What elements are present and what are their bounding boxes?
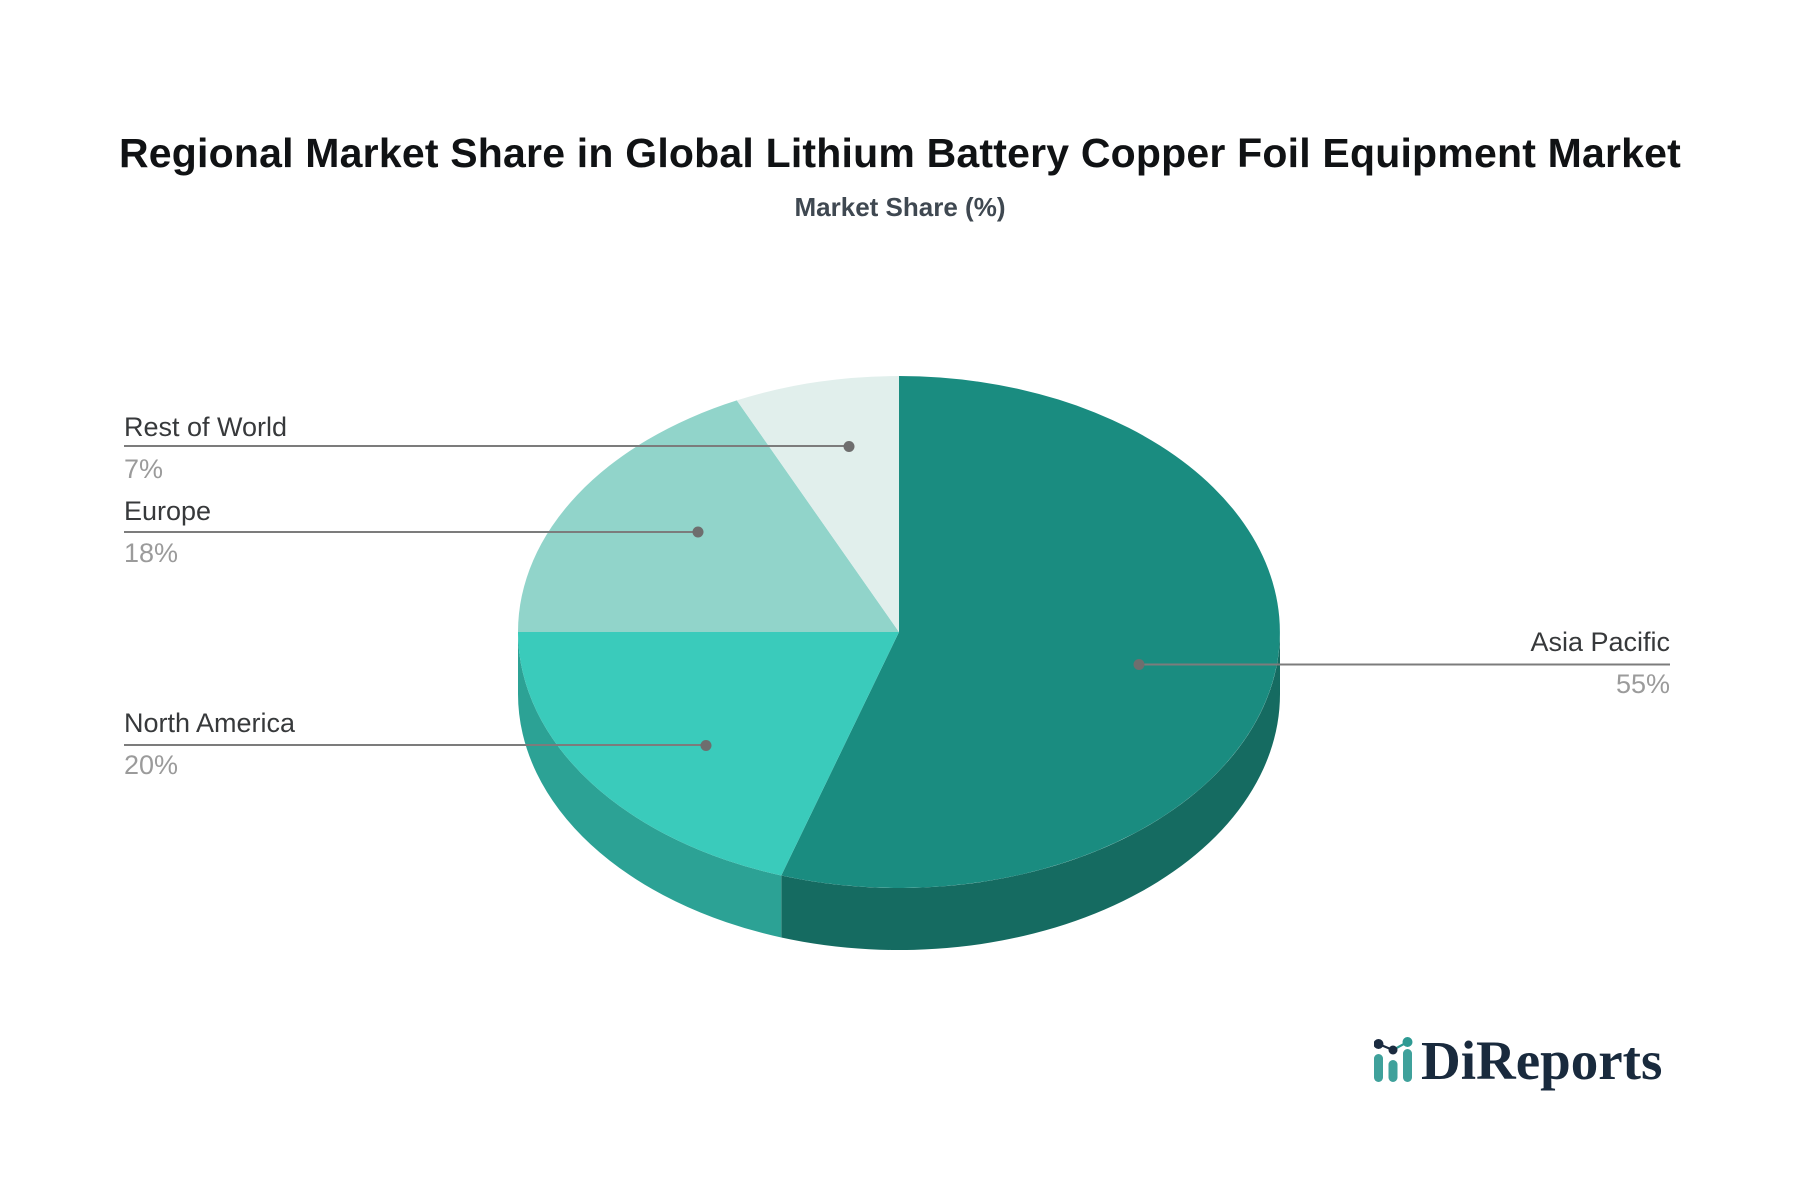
- pie-side-north-america: [518, 632, 782, 938]
- pie-slice-asia-pacific: [781, 376, 1280, 888]
- callout-asia-pacific: Asia Pacific 55%: [1530, 625, 1670, 701]
- slice-percent-europe: 18%: [124, 538, 179, 568]
- slice-percent-north-america: 20%: [124, 750, 179, 780]
- slice-label-europe: Europe: [124, 496, 212, 526]
- slice-label-rest-of-world: Rest of World: [124, 412, 288, 442]
- direports-logo-icon: [1374, 1037, 1413, 1082]
- pie-slice-north-america: [518, 632, 899, 876]
- callout-europe: Europe 18%: [124, 494, 211, 570]
- leader-dot-asia-pacific: [1133, 659, 1145, 670]
- direports-logo-text: DiReports: [1421, 1030, 1663, 1091]
- slice-label-north-america: North America: [124, 708, 296, 738]
- leader-dot-europe: [692, 526, 704, 538]
- pie-slice-europe: [518, 400, 899, 632]
- leader-dot-rest-of-world: [843, 441, 855, 452]
- chart-title: Regional Market Share in Global Lithium …: [118, 130, 1682, 176]
- slice-percent-asia-pacific: 55%: [1615, 669, 1670, 699]
- direports-logo: DiReports: [1374, 1032, 1662, 1090]
- slice-label-asia-pacific: Asia Pacific: [1530, 627, 1670, 657]
- pie-slice-rest-of-world: [736, 376, 899, 632]
- chart-subtitle: Market Share (%): [794, 192, 1006, 222]
- callout-rest-of-world: Rest of World 7%: [124, 410, 287, 486]
- callout-north-america: North America 20%: [124, 706, 295, 782]
- slice-percent-rest-of-world: 7%: [124, 454, 164, 484]
- pie-side-asia-pacific: [781, 632, 1281, 951]
- leader-dot-north-america: [700, 740, 712, 751]
